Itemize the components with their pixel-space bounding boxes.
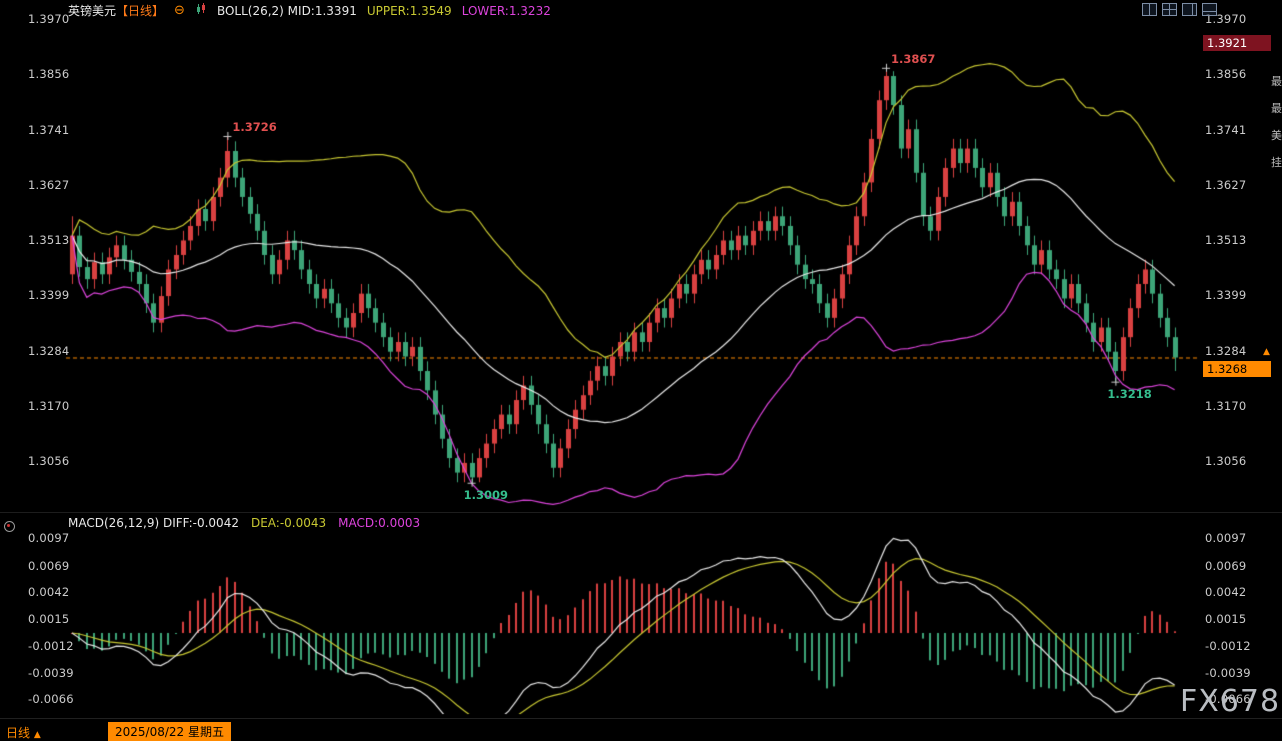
time-axis-bar: 日线 ▲ 2025/08/22 星期五 [0, 718, 1282, 741]
symbol-name: 英镑美元 [68, 4, 117, 18]
last-price-marker-icon: ▲ [1263, 347, 1270, 358]
macd-dea-label: DEA:-0.0043 [250, 516, 327, 530]
boll-lower-label: LOWER:1.3232 [461, 3, 551, 18]
boll-upper-label: UPPER:1.3549 [366, 3, 452, 18]
last-price-tag: 1.3268 [1203, 361, 1271, 378]
layout-controls [1142, 3, 1217, 16]
macd-header: MACD(26,12,9) DIFF:-0.0042 DEA:-0.0043 M… [68, 516, 420, 530]
side-tab-strip: 最最美挂 [1271, 76, 1282, 169]
period-selector[interactable]: 日线 ▲ [6, 724, 41, 741]
alert-price-tag: 1.3921 [1203, 34, 1271, 51]
layout-split-vertical-icon[interactable] [1142, 3, 1157, 16]
crosshair-date-box: 2025/08/22 星期五 [108, 722, 231, 741]
chart-header: 英镑美元【日线】 ⊖ BOLL(26,2) MID:1.3391 UPPER:1… [68, 2, 551, 19]
collapse-indicator-icon[interactable]: ⊖ [174, 2, 185, 18]
macd-hist-label: MACD:0.0003 [338, 516, 421, 530]
macd-panel-icon[interactable] [4, 521, 15, 532]
macd-indicator-label: MACD(26,12,9) DIFF:-0.0042 [68, 516, 239, 530]
layout-bottom-panel-icon[interactable] [1202, 3, 1217, 16]
side-tab[interactable]: 最 [1271, 75, 1282, 88]
panel-divider [0, 512, 1282, 513]
boll-indicator-label: BOLL(26,2) MID:1.3391 [216, 3, 357, 18]
side-tab[interactable]: 最 [1271, 102, 1282, 115]
side-tab[interactable]: 美 [1271, 129, 1282, 142]
period-tag: 【日线】 [116, 4, 165, 18]
kline-indicator-icon [195, 3, 207, 18]
layout-right-panel-icon[interactable] [1182, 3, 1197, 16]
chevron-up-icon: ▲ [33, 730, 41, 740]
layout-grid-icon[interactable] [1162, 3, 1177, 16]
watermark: FX678 [1180, 684, 1281, 719]
period-selector-label: 日线 [6, 726, 31, 740]
side-tab[interactable]: 挂 [1271, 156, 1282, 169]
